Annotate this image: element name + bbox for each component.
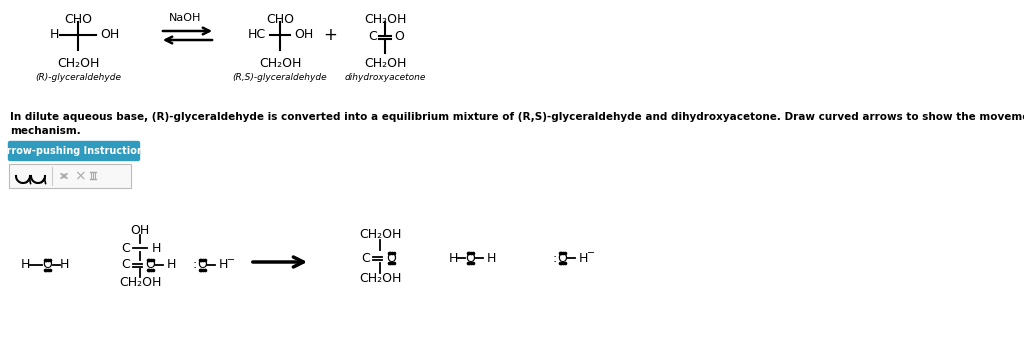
Text: H: H — [167, 258, 176, 271]
Text: C: C — [361, 252, 370, 265]
FancyBboxPatch shape — [8, 142, 139, 161]
Text: dihydroxyacetone: dihydroxyacetone — [344, 73, 426, 82]
Text: C: C — [121, 241, 130, 254]
Text: H: H — [487, 252, 497, 265]
Text: :: : — [193, 258, 197, 271]
Text: OH: OH — [130, 223, 150, 237]
Text: O: O — [557, 252, 567, 265]
Text: CHO: CHO — [63, 13, 92, 26]
Text: Arrow-pushing Instructions: Arrow-pushing Instructions — [0, 146, 150, 156]
Text: (R)-glyceraldehyde: (R)-glyceraldehyde — [35, 73, 121, 82]
Text: −: − — [227, 255, 236, 265]
Text: O: O — [465, 252, 475, 265]
Text: ×: × — [74, 169, 86, 183]
Text: H: H — [49, 29, 58, 42]
Text: HC: HC — [248, 29, 266, 42]
Text: O: O — [386, 252, 396, 265]
Text: O: O — [394, 30, 403, 44]
Text: CHO: CHO — [266, 13, 294, 26]
Text: CH₂OH: CH₂OH — [56, 57, 99, 70]
Text: H: H — [20, 258, 30, 271]
Text: OH: OH — [100, 29, 119, 42]
Text: O: O — [197, 258, 207, 271]
Text: CH₂OH: CH₂OH — [358, 272, 401, 285]
Text: mechanism.: mechanism. — [10, 126, 81, 136]
Text: H: H — [219, 258, 228, 271]
Text: −: − — [587, 248, 595, 258]
Text: In dilute aqueous base, (R)-glyceraldehyde is converted into a equilibrium mixtu: In dilute aqueous base, (R)-glyceraldehy… — [10, 112, 1024, 122]
Text: C: C — [369, 30, 377, 44]
Text: +: + — [323, 26, 337, 44]
Text: CH₂OH: CH₂OH — [364, 13, 407, 26]
Text: CH₂OH: CH₂OH — [259, 57, 301, 70]
Text: O: O — [42, 258, 52, 271]
FancyBboxPatch shape — [9, 164, 131, 188]
Text: C: C — [121, 258, 130, 271]
Text: O: O — [145, 258, 155, 271]
Text: CH₂OH: CH₂OH — [358, 228, 401, 241]
Text: H: H — [59, 258, 69, 271]
Text: NaOH: NaOH — [169, 13, 201, 23]
Text: (R,S)-glyceraldehyde: (R,S)-glyceraldehyde — [232, 73, 328, 82]
Text: :: : — [553, 252, 557, 265]
Text: H: H — [152, 241, 162, 254]
Text: H: H — [579, 252, 589, 265]
Text: CH₂OH: CH₂OH — [119, 277, 161, 290]
Text: CH₂OH: CH₂OH — [364, 57, 407, 70]
Text: H: H — [449, 252, 458, 265]
Text: OH: OH — [294, 29, 313, 42]
